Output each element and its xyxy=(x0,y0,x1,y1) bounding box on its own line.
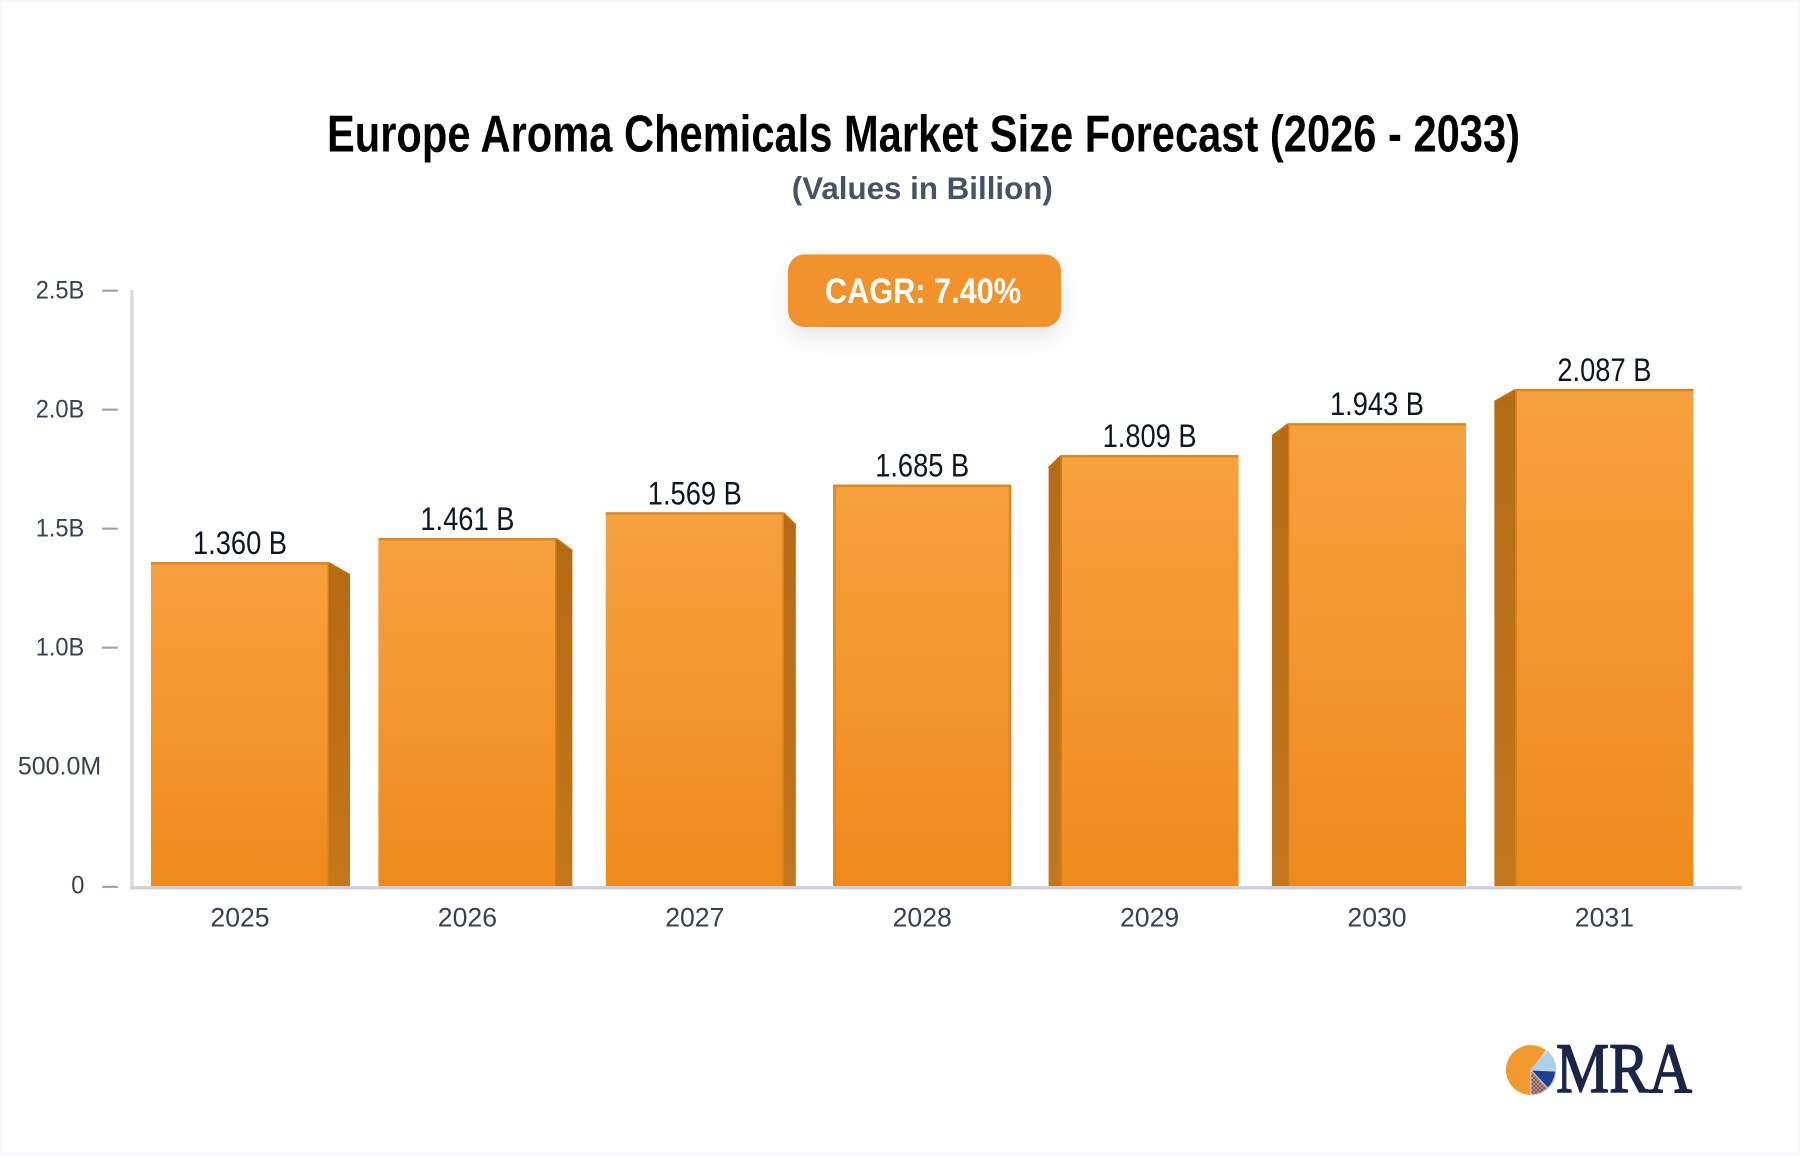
svg-text:2025: 2025 xyxy=(210,903,269,933)
svg-text:1.5B: 1.5B xyxy=(36,515,85,543)
svg-text:2.5B: 2.5B xyxy=(36,277,85,305)
svg-text:1.0B: 1.0B xyxy=(36,634,85,662)
svg-text:2027: 2027 xyxy=(665,903,724,933)
svg-text:MRA: MRA xyxy=(1556,1030,1692,1108)
svg-text:1.569 B: 1.569 B xyxy=(648,475,742,511)
svg-text:1.809 B: 1.809 B xyxy=(1103,418,1197,454)
svg-text:Europe Aroma Chemicals Market: Europe Aroma Chemicals Market Size Forec… xyxy=(327,106,1520,164)
svg-text:1.943 B: 1.943 B xyxy=(1330,386,1424,422)
svg-text:2026: 2026 xyxy=(438,903,497,933)
svg-text:2029: 2029 xyxy=(1120,903,1179,933)
svg-text:2031: 2031 xyxy=(1575,903,1634,933)
svg-text:2030: 2030 xyxy=(1347,903,1406,933)
svg-text:2.087 B: 2.087 B xyxy=(1557,352,1651,388)
svg-text:1.360 B: 1.360 B xyxy=(193,525,287,561)
svg-text:1.685 B: 1.685 B xyxy=(875,448,969,484)
svg-text:2.0B: 2.0B xyxy=(36,396,85,424)
svg-text:1.461 B: 1.461 B xyxy=(420,501,514,537)
svg-text:500.0M: 500.0M xyxy=(18,753,101,781)
svg-text:(Values in Billion): (Values in Billion) xyxy=(792,170,1053,206)
svg-text:0: 0 xyxy=(71,872,84,900)
svg-text:2028: 2028 xyxy=(893,903,952,933)
svg-text:CAGR: 7.40%: CAGR: 7.40% xyxy=(825,272,1021,311)
